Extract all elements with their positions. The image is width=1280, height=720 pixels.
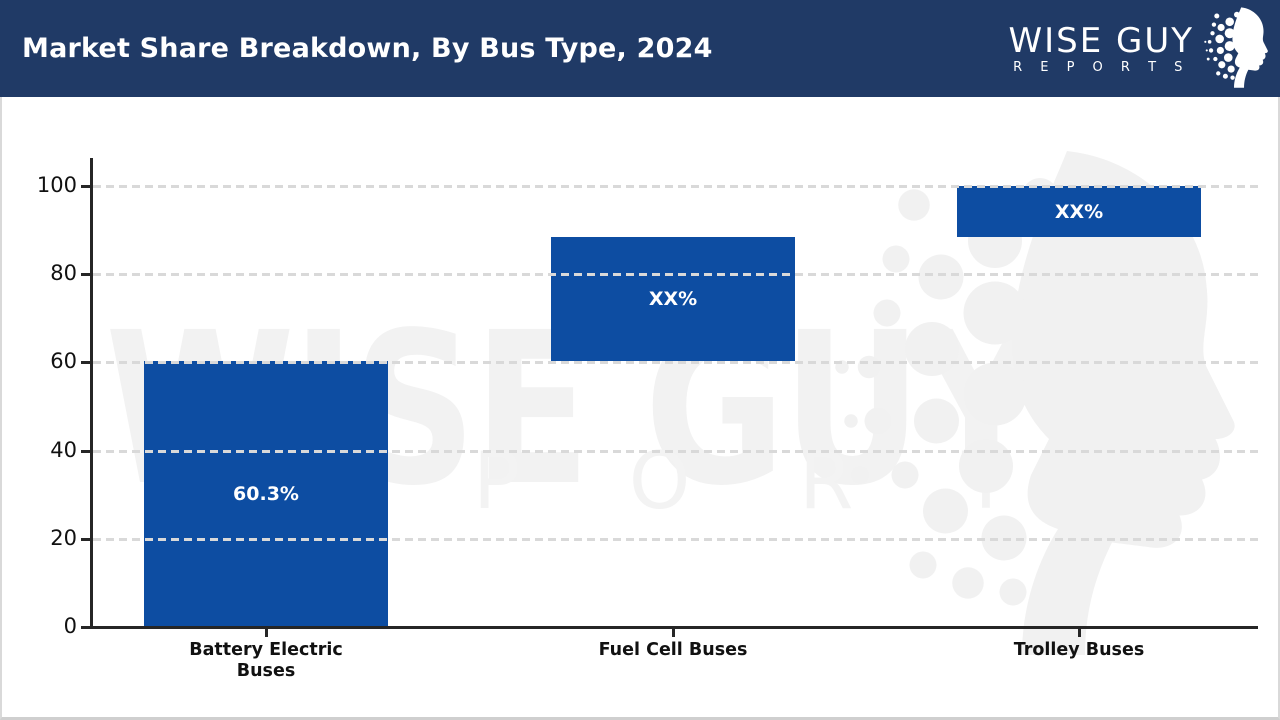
gridline-y20 <box>93 537 1258 541</box>
category-label-line: Battery Electric <box>189 640 343 660</box>
logo-subname: R E P O R T S <box>1013 59 1190 75</box>
y-axis-tick <box>81 185 90 188</box>
category-label-line: Buses <box>236 661 296 681</box>
x-axis-category-label: Battery Electric Buses <box>106 640 426 682</box>
x-axis-line <box>90 626 1258 629</box>
y-axis-tick-label: 60 <box>50 349 77 374</box>
y-axis-line <box>90 158 93 629</box>
y-axis-tick <box>81 361 90 365</box>
bar-value-label: XX% <box>1054 200 1104 223</box>
page-title: Market Share Breakdown, By Bus Type, 202… <box>22 33 713 64</box>
bar-trolley-buses: XX% <box>957 186 1201 238</box>
gridline-y100 <box>93 185 1258 188</box>
gridline-y80 <box>93 273 1258 277</box>
bar-fuel-cell-buses: XX% <box>551 237 795 362</box>
y-axis-tick <box>81 449 90 453</box>
y-axis-tick <box>81 273 90 277</box>
gridline-y60 <box>93 361 1258 365</box>
x-axis-tick <box>672 629 675 637</box>
header-bar: Market Share Breakdown, By Bus Type, 202… <box>0 0 1280 97</box>
y-axis-tick <box>81 626 90 629</box>
x-axis-tick <box>265 629 268 637</box>
logo-name: WISE GUY <box>1008 20 1194 61</box>
category-label-line: Fuel Cell Buses <box>598 640 748 660</box>
y-axis-tick-label: 40 <box>50 437 77 462</box>
x-axis-tick <box>1078 629 1081 637</box>
y-axis-tick-label: 100 <box>36 173 77 197</box>
x-axis-category-label: Trolley Buses <box>919 640 1239 661</box>
bar-value-label: XX% <box>648 288 698 311</box>
x-axis-category-label: Fuel Cell Buses <box>513 640 833 661</box>
gridline-y40 <box>93 449 1258 453</box>
plot: 0 20 40 60 80 100 60.3% Battery Electric Buses XX… <box>2 97 1278 717</box>
y-axis-tick-label: 20 <box>50 525 77 550</box>
bar-value-label: 60.3% <box>233 483 299 506</box>
bar-battery-electric-buses: 60.3% <box>144 361 388 627</box>
logo-head-icon <box>1204 6 1268 88</box>
y-axis-tick-label: 80 <box>50 261 77 286</box>
y-axis-tick <box>81 537 90 541</box>
wise-guy-reports-logo: WISE GUY R E P O R T S <box>1008 6 1270 92</box>
category-label-line: Trolley Buses <box>1013 640 1145 660</box>
y-axis-tick-label: 0 <box>63 614 77 638</box>
chart-area: WISE GUY R E P O R T S 0 20 40 60 80 100 60.3%… <box>0 97 1280 720</box>
logo-text: WISE GUY R E P O R T S <box>1008 24 1194 74</box>
